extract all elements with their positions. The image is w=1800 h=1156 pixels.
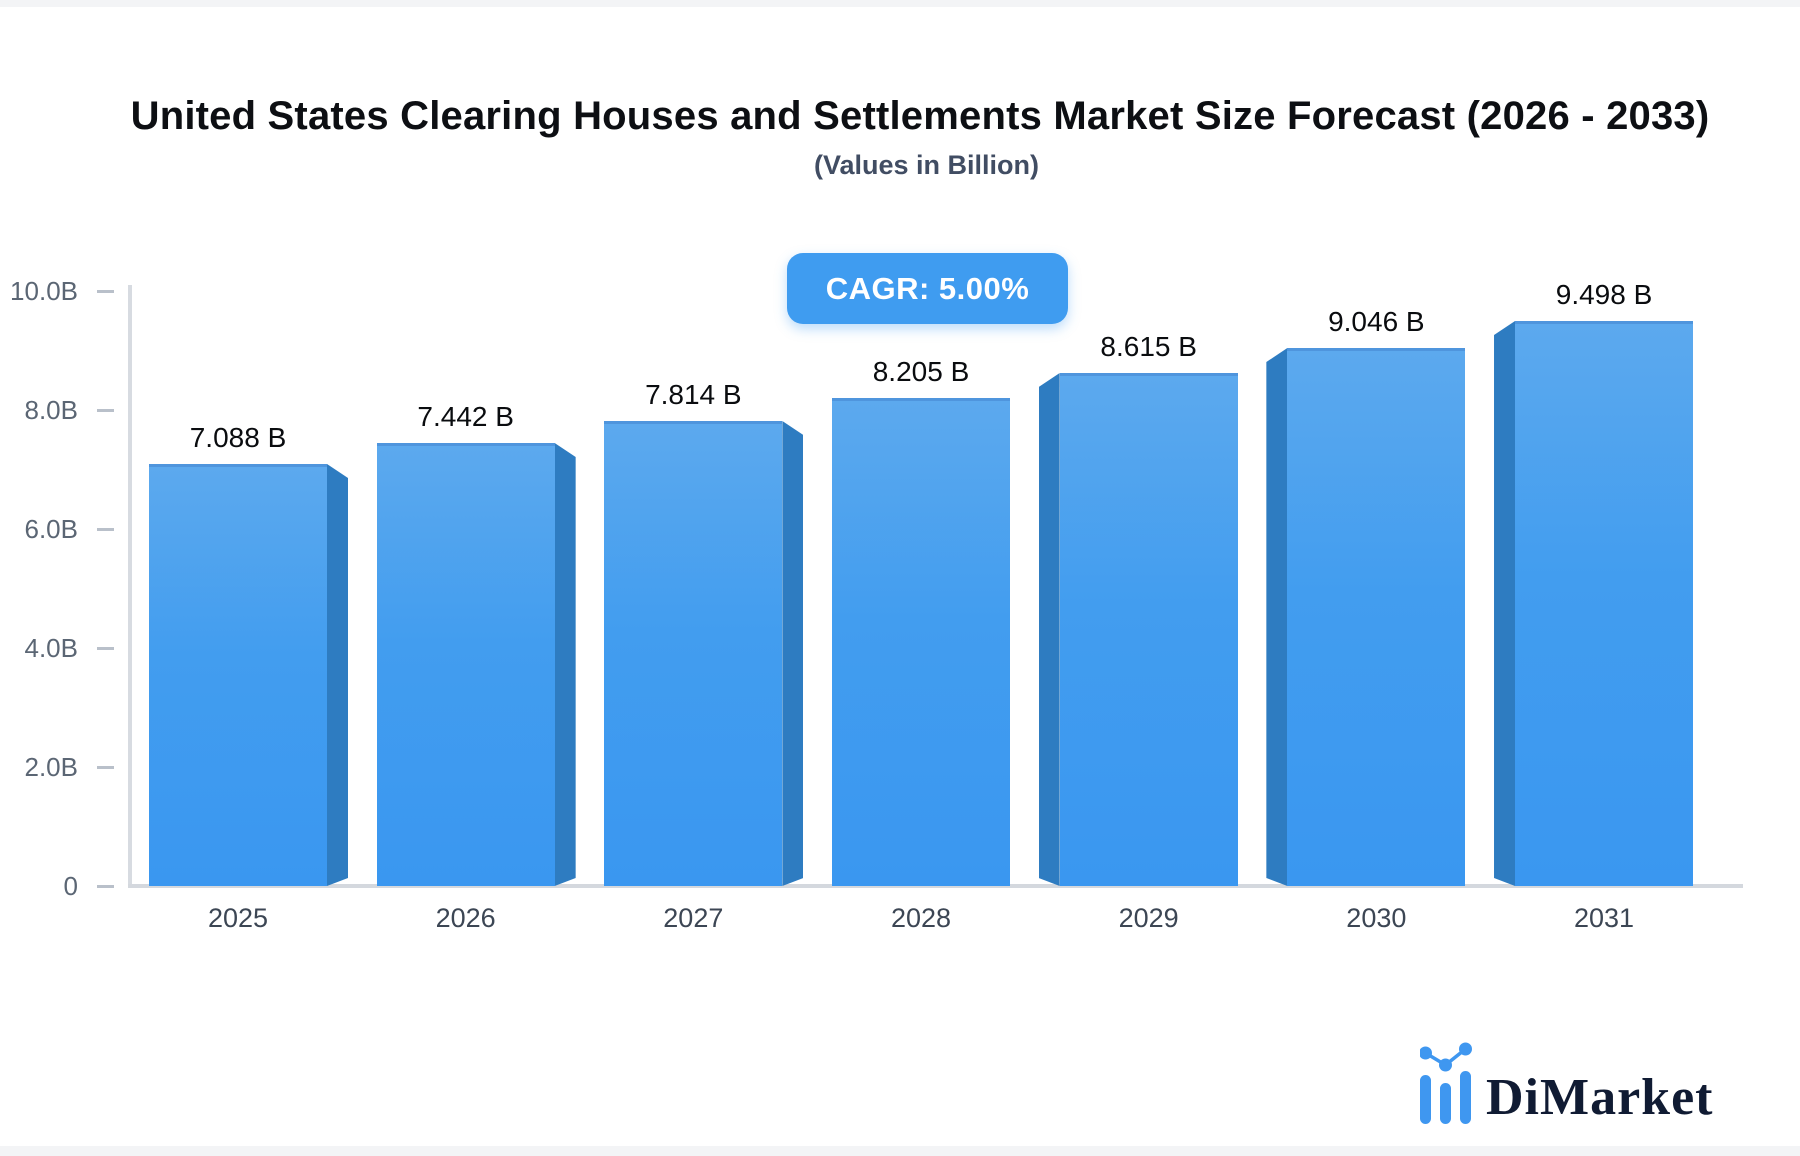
bar-2031 — [1515, 321, 1694, 886]
bar-value-label: 9.046 B — [1328, 306, 1425, 337]
chart-subtitle: (Values in Billion) — [813, 150, 1040, 180]
bar-value-label: 9.498 B — [1555, 279, 1653, 310]
bar-value-label: 7.814 B — [645, 379, 742, 410]
y-axis-tick — [97, 646, 114, 650]
bar-2031-side-face — [1494, 321, 1515, 886]
bar-value-label: 8.615 B — [1100, 331, 1197, 362]
bar-2029 — [1059, 373, 1238, 886]
bar-value-label: 7.442 B — [417, 401, 514, 432]
y-axis-label: 8.0B — [24, 395, 79, 425]
bar-2027 — [604, 421, 783, 886]
y-axis-tick — [97, 289, 114, 293]
dimarket-logo-text: DiMarket — [1486, 1069, 1714, 1126]
bar-2025 — [149, 464, 327, 886]
y-axis-label: 6.0B — [24, 514, 79, 544]
x-axis-label: 2027 — [663, 903, 724, 933]
bar-value-label: 7.088 B — [189, 422, 287, 453]
bar-2029-side-face — [1039, 373, 1060, 886]
y-axis-label: 10.0B — [10, 276, 78, 306]
bar-2027-side-face — [782, 421, 803, 886]
dimarket-logo: DiMarket — [1420, 1042, 1713, 1124]
y-axis-label: 4.0B — [24, 633, 79, 663]
bar-chart-logo-icon — [1420, 1042, 1472, 1124]
page-frame-bottom — [0, 1146, 1800, 1156]
y-axis-tick — [97, 527, 114, 531]
y-axis-tick — [97, 884, 114, 888]
cagr-badge: CAGR: 5.00% — [787, 253, 1068, 324]
bar-value-label: 8.205 B — [872, 356, 970, 387]
x-axis-label: 2025 — [207, 903, 269, 933]
bar-2030 — [1287, 348, 1466, 886]
y-axis-label: 2.0B — [24, 752, 79, 782]
x-axis-baseline — [128, 884, 1743, 888]
chart-title: United States Clearing Houses and Settle… — [130, 94, 1710, 138]
bar-2025-side-face — [327, 464, 348, 886]
bar-2026-side-face — [555, 443, 576, 886]
cagr-badge-label: CAGR: 5.00% — [825, 270, 1030, 306]
bar-2026 — [376, 443, 555, 886]
bar-2028 — [832, 398, 1010, 886]
y-axis-label: 0 — [63, 871, 78, 901]
x-axis-label: 2026 — [435, 903, 496, 933]
y-axis-tick — [97, 765, 114, 769]
bar-chart-plot-area: 7.088 B 7.442 B 7.814 B 8.205 B 8.615 B 9.046… — [0, 278, 1800, 899]
y-axis-tick — [97, 408, 114, 412]
y-axis-line — [128, 285, 132, 886]
x-axis-label: 2031 — [1573, 903, 1635, 933]
bar-2030-side-face — [1266, 348, 1287, 886]
x-axis-label: 2030 — [1346, 903, 1407, 933]
x-axis-label: 2028 — [890, 903, 952, 933]
x-axis-label: 2029 — [1118, 903, 1179, 933]
page-frame-top — [0, 0, 1800, 7]
